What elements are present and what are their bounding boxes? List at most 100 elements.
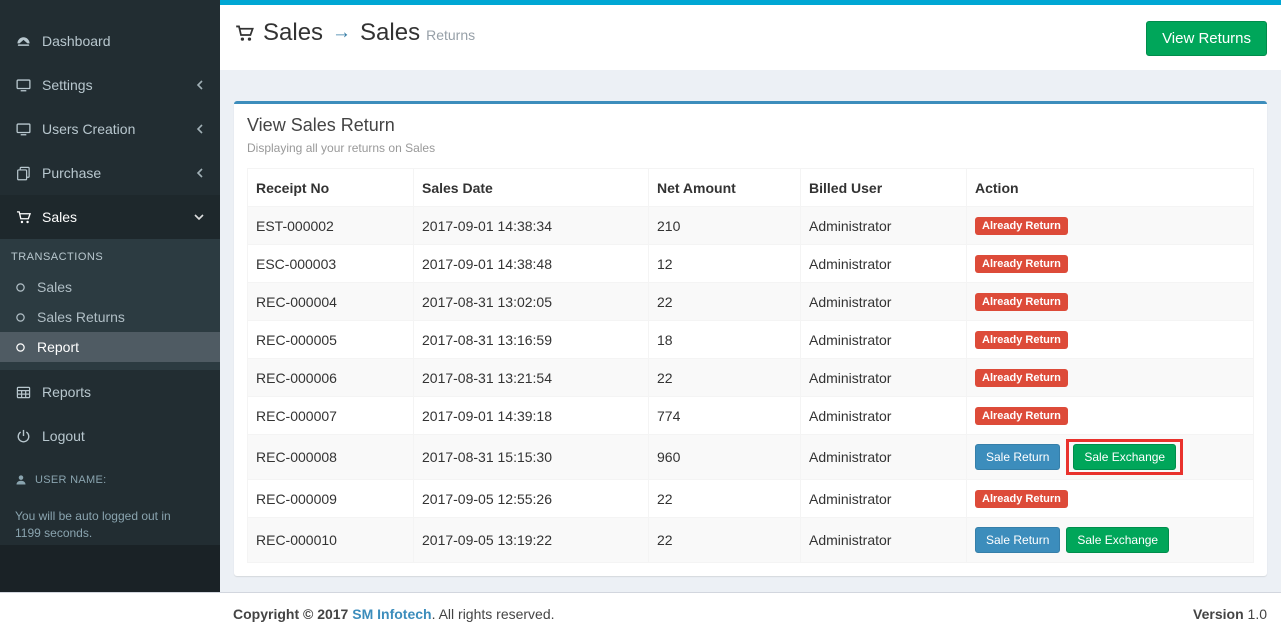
highlight-rectangle: Sale Exchange [1066, 439, 1184, 475]
sidebar-item-purchase[interactable]: Purchase [0, 151, 220, 195]
sidebar-item-logout[interactable]: Logout [0, 414, 220, 458]
sidebar-item-settings[interactable]: Settings [0, 63, 220, 107]
sales-submenu: TRANSACTIONS Sales Sales Returns Report [0, 239, 220, 370]
sales-date-cell: 2017-08-31 13:16:59 [413, 320, 649, 359]
sales-returns-table: Receipt No Sales Date Net Amount Billed … [247, 168, 1254, 563]
table-row: REC-000007 2017-09-01 14:39:18 774 Administ… [247, 396, 1254, 435]
sales-date-cell: 2017-08-31 13:21:54 [413, 358, 649, 397]
settings-icon [15, 78, 32, 93]
sidebar-item-label: Settings [42, 77, 93, 93]
receipt-no-cell: EST-000002 [247, 206, 414, 245]
billed-user-cell: Administrator [800, 396, 967, 435]
billed-user-cell: Administrator [800, 358, 967, 397]
copyright-prefix: Copyright © 2017 [233, 606, 353, 622]
sidebar-item-label: Users Creation [42, 121, 136, 137]
cart-icon [235, 24, 255, 43]
net-amount-cell: 12 [648, 244, 801, 283]
table-header: Receipt No Sales Date Net Amount Billed … [247, 168, 1254, 207]
net-amount-cell: 22 [648, 517, 801, 563]
action-cell: Already Return [966, 206, 1254, 245]
users-creation-icon [15, 122, 32, 137]
transactions-section-label: TRANSACTIONS [11, 251, 104, 263]
net-amount-cell: 18 [648, 320, 801, 359]
logout-icon [15, 429, 32, 444]
circle-icon [14, 341, 27, 354]
action-cell: Already Return [966, 244, 1254, 283]
receipt-no-cell: REC-000008 [247, 434, 414, 480]
sidebar-subitem-sales-returns[interactable]: Sales Returns [0, 302, 220, 332]
sale-exchange-button[interactable]: Sale Exchange [1066, 527, 1170, 553]
page-footer: Copyright © 2017 SM Infotech. All rights… [0, 592, 1281, 639]
purchase-icon [15, 166, 32, 181]
sidebar-subitem-label: Sales [37, 279, 73, 295]
sale-return-button[interactable]: Sale Return [975, 444, 1061, 470]
action-cell: Already Return [966, 282, 1254, 321]
user-name-label: USER NAME: [35, 474, 107, 486]
column-header-net-amount: Net Amount [648, 168, 801, 207]
already-return-badge: Already Return [975, 369, 1068, 387]
billed-user-cell: Administrator [800, 244, 967, 283]
sales-date-cell: 2017-09-01 14:39:18 [413, 396, 649, 435]
billed-user-cell: Administrator [800, 320, 967, 359]
table-row: REC-000008 2017-08-31 15:15:30 960 Administ… [247, 434, 1254, 480]
auto-logout-line1: You will be auto logged out in [15, 509, 171, 523]
sidebar-subitem-label: Report [37, 339, 80, 355]
table-row: REC-000004 2017-08-31 13:02:05 22 Administr… [247, 282, 1254, 321]
billed-user-cell: Administrator [800, 517, 967, 563]
receipt-no-cell: REC-000009 [247, 479, 414, 518]
view-returns-button[interactable]: View Returns [1146, 21, 1267, 56]
sidebar-item-users-creation[interactable]: Users Creation [0, 107, 220, 151]
action-cell: Already Return [966, 396, 1254, 435]
sidebar-menu: Dashboard Settings Users Creation [0, 0, 220, 542]
action-cell: Sale Return Sale Exchange [966, 434, 1254, 480]
circle-icon [14, 311, 27, 324]
company-link[interactable]: SM Infotech [352, 606, 432, 622]
sidebar-item-sales[interactable]: Sales [0, 195, 220, 239]
receipt-no-cell: REC-000005 [247, 320, 414, 359]
dashboard-icon [15, 34, 32, 49]
sidebar-subitem-label: Sales Returns [37, 309, 125, 325]
user-section: USER NAME: You will be auto logged out i… [0, 458, 220, 542]
sales-date-cell: 2017-09-01 14:38:48 [413, 244, 649, 283]
action-cell: Already Return [966, 320, 1254, 359]
sidebar-item-label: Dashboard [42, 33, 111, 49]
net-amount-cell: 22 [648, 479, 801, 518]
sale-exchange-button[interactable]: Sale Exchange [1073, 444, 1177, 470]
billed-user-cell: Administrator [800, 282, 967, 321]
version-label: Version [1193, 606, 1244, 622]
sidebar-item-label: Reports [42, 384, 92, 400]
already-return-badge: Already Return [975, 293, 1068, 311]
column-header-action: Action [966, 168, 1254, 207]
table-row: REC-000009 2017-09-05 12:55:26 22 Administr… [247, 479, 1254, 518]
net-amount-cell: 960 [648, 434, 801, 480]
receipt-no-cell: REC-000007 [247, 396, 414, 435]
chevron-down-icon [193, 212, 205, 222]
receipt-no-cell: ESC-000003 [247, 244, 414, 283]
sales-return-card: View Sales Return Displaying all your re… [234, 101, 1267, 576]
already-return-badge: Already Return [975, 217, 1068, 235]
sidebar-bottom-block [0, 545, 220, 592]
sidebar-subitem-report[interactable]: Report [0, 332, 220, 362]
copyright-suffix: . All rights reserved. [431, 606, 555, 622]
already-return-badge: Already Return [975, 407, 1068, 425]
breadcrumb: Sales → Sales Returns [220, 5, 1281, 47]
sidebar-item-label: Logout [42, 428, 85, 444]
sales-date-cell: 2017-09-01 14:38:34 [413, 206, 649, 245]
already-return-badge: Already Return [975, 490, 1068, 508]
net-amount-cell: 22 [648, 358, 801, 397]
already-return-badge: Already Return [975, 331, 1068, 349]
sidebar-item-dashboard[interactable]: Dashboard [0, 19, 220, 63]
chevron-left-icon [195, 167, 205, 179]
chevron-left-icon [195, 123, 205, 135]
table-row: REC-000010 2017-09-05 13:19:22 22 Administr… [247, 517, 1254, 563]
sale-return-button[interactable]: Sale Return [975, 527, 1061, 553]
billed-user-cell: Administrator [800, 479, 967, 518]
sidebar-subitem-sales[interactable]: Sales [0, 272, 220, 302]
sidebar-item-label: Purchase [42, 165, 102, 181]
table-body: EST-000002 2017-09-01 14:38:34 210 Administ… [247, 206, 1254, 563]
table-header-row: Receipt No Sales Date Net Amount Billed … [247, 168, 1254, 207]
sidebar-item-reports[interactable]: Reports [0, 370, 220, 414]
page-header: Sales → Sales Returns View Returns [220, 0, 1281, 70]
reports-icon [15, 385, 32, 400]
breadcrumb-root[interactable]: Sales [263, 19, 324, 46]
